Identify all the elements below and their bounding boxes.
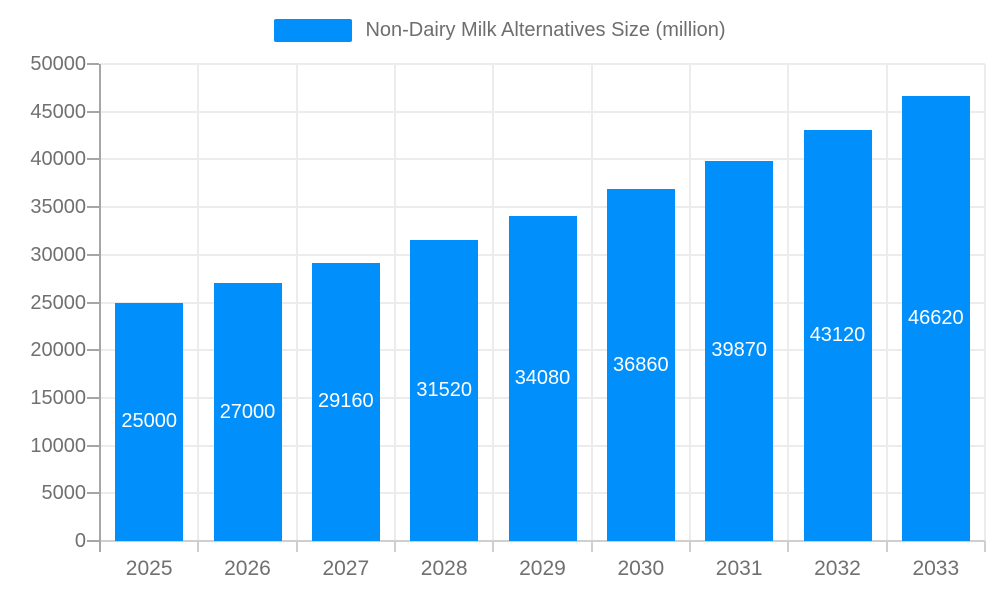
y-axis-tick bbox=[87, 158, 99, 161]
gridline-horizontal bbox=[100, 158, 985, 161]
gridline-horizontal bbox=[100, 110, 985, 113]
gridline-vertical bbox=[885, 64, 888, 541]
bar: 43120 bbox=[803, 129, 872, 541]
bar-value-label: 39870 bbox=[711, 339, 767, 362]
y-axis-tick-label: 45000 bbox=[30, 100, 86, 123]
y-axis-tick bbox=[87, 540, 99, 542]
gridline-vertical bbox=[295, 64, 298, 541]
bar-value-label: 34080 bbox=[514, 366, 571, 389]
x-axis-tick-label: 2033 bbox=[912, 557, 960, 580]
x-axis-tick-label: 2025 bbox=[125, 557, 173, 580]
gridline-vertical bbox=[197, 64, 200, 541]
gridline-vertical bbox=[787, 64, 790, 541]
bar-value-label: 31520 bbox=[416, 379, 472, 402]
bar: 29160 bbox=[311, 262, 380, 541]
x-axis-tick-label: 2029 bbox=[519, 557, 566, 580]
x-axis-tick bbox=[394, 541, 396, 552]
bar-value-label: 36860 bbox=[613, 353, 669, 376]
gridline-vertical bbox=[984, 64, 986, 541]
gridline-horizontal bbox=[100, 63, 985, 65]
y-axis-tick bbox=[87, 63, 99, 65]
bar: 46620 bbox=[901, 96, 970, 541]
bar: 34080 bbox=[508, 215, 577, 541]
bar: 36860 bbox=[606, 189, 675, 541]
x-axis-tick-label: 2026 bbox=[224, 557, 271, 580]
gridline-horizontal bbox=[100, 206, 985, 209]
y-axis-tick bbox=[87, 253, 99, 256]
gridline-vertical bbox=[689, 64, 691, 541]
x-axis-tick-label: 2031 bbox=[715, 557, 763, 580]
x-axis-tick-label: 2028 bbox=[420, 557, 468, 580]
gridline-vertical bbox=[394, 64, 396, 541]
x-axis-tick bbox=[787, 541, 790, 552]
bar-value-label: 25000 bbox=[121, 410, 177, 433]
x-axis-tick bbox=[885, 541, 888, 552]
bar-value-label: 43120 bbox=[809, 323, 866, 346]
y-axis-tick bbox=[87, 110, 99, 113]
bar: 31520 bbox=[410, 240, 479, 541]
x-axis-tick bbox=[590, 541, 593, 552]
y-axis-tick bbox=[87, 492, 99, 495]
y-axis-tick-label: 0 bbox=[74, 530, 86, 552]
x-axis-tick-label: 2030 bbox=[617, 557, 665, 580]
y-axis-tick-label: 10000 bbox=[30, 434, 86, 457]
y-axis-tick-label: 35000 bbox=[30, 196, 86, 219]
chart-legend[interactable]: Non-Dairy Milk Alternatives Size (millio… bbox=[0, 19, 1000, 42]
bar-value-label: 46620 bbox=[908, 307, 964, 330]
x-axis-tick-label: 2032 bbox=[814, 557, 861, 580]
x-axis-tick bbox=[295, 541, 298, 552]
bar: 25000 bbox=[115, 302, 184, 541]
y-axis-tick-label: 15000 bbox=[30, 386, 86, 409]
x-axis-tick bbox=[197, 541, 200, 552]
legend-swatch bbox=[274, 19, 353, 42]
y-axis-tick bbox=[87, 301, 99, 304]
y-axis-tick-label: 30000 bbox=[30, 243, 86, 266]
bar-value-label: 27000 bbox=[219, 400, 276, 423]
y-axis-line bbox=[99, 64, 101, 552]
x-axis-tick bbox=[492, 541, 495, 552]
y-axis-tick bbox=[87, 206, 99, 209]
legend-label: Non-Dairy Milk Alternatives Size (millio… bbox=[365, 19, 726, 41]
y-axis-tick-label: 50000 bbox=[30, 53, 86, 75]
bar-value-label: 29160 bbox=[318, 390, 374, 413]
y-axis-tick bbox=[87, 349, 99, 352]
bar: 39870 bbox=[705, 160, 774, 541]
y-axis-tick bbox=[87, 396, 99, 399]
gridline-vertical bbox=[492, 64, 495, 541]
y-axis-tick-label: 20000 bbox=[30, 339, 86, 362]
y-axis-tick-label: 25000 bbox=[30, 291, 86, 314]
y-axis-tick-label: 5000 bbox=[41, 482, 87, 505]
y-axis-tick-label: 40000 bbox=[30, 148, 86, 171]
x-axis-tick-label: 2027 bbox=[322, 557, 370, 580]
x-axis-tick bbox=[689, 541, 691, 552]
x-axis-line bbox=[100, 540, 985, 542]
y-axis-tick bbox=[87, 444, 99, 447]
x-axis-tick bbox=[984, 541, 986, 552]
bar: 27000 bbox=[213, 283, 282, 541]
gridline-vertical bbox=[590, 64, 593, 541]
